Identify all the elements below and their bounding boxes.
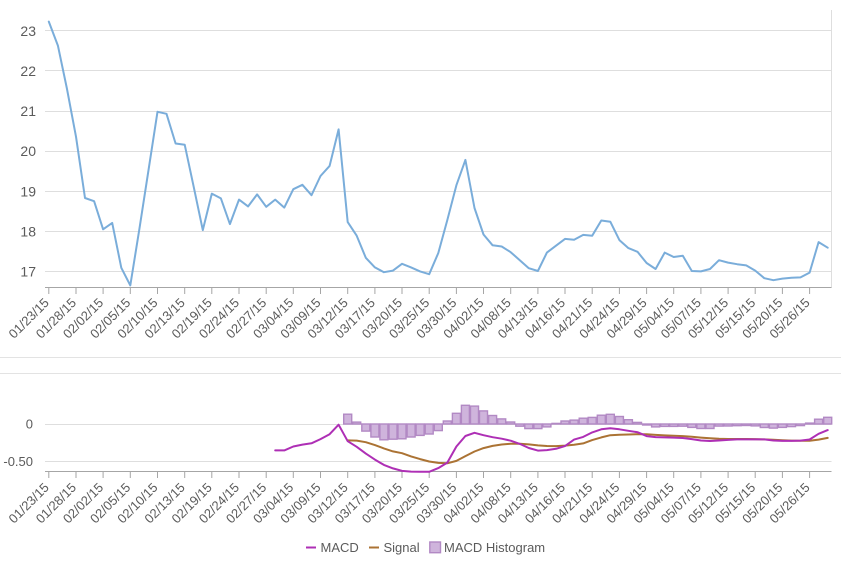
svg-text:MACD: MACD	[321, 540, 359, 555]
svg-text:-0.50: -0.50	[3, 454, 33, 469]
svg-text:21: 21	[20, 103, 36, 119]
svg-text:19: 19	[20, 183, 36, 199]
svg-text:Signal: Signal	[384, 540, 420, 555]
svg-text:22: 22	[20, 63, 36, 79]
svg-text:18: 18	[20, 223, 36, 239]
svg-text:0: 0	[26, 417, 33, 432]
svg-text:20: 20	[20, 143, 36, 159]
svg-text:23: 23	[20, 23, 36, 39]
svg-text:MACD Histogram: MACD Histogram	[444, 540, 545, 555]
svg-text:17: 17	[20, 264, 36, 280]
